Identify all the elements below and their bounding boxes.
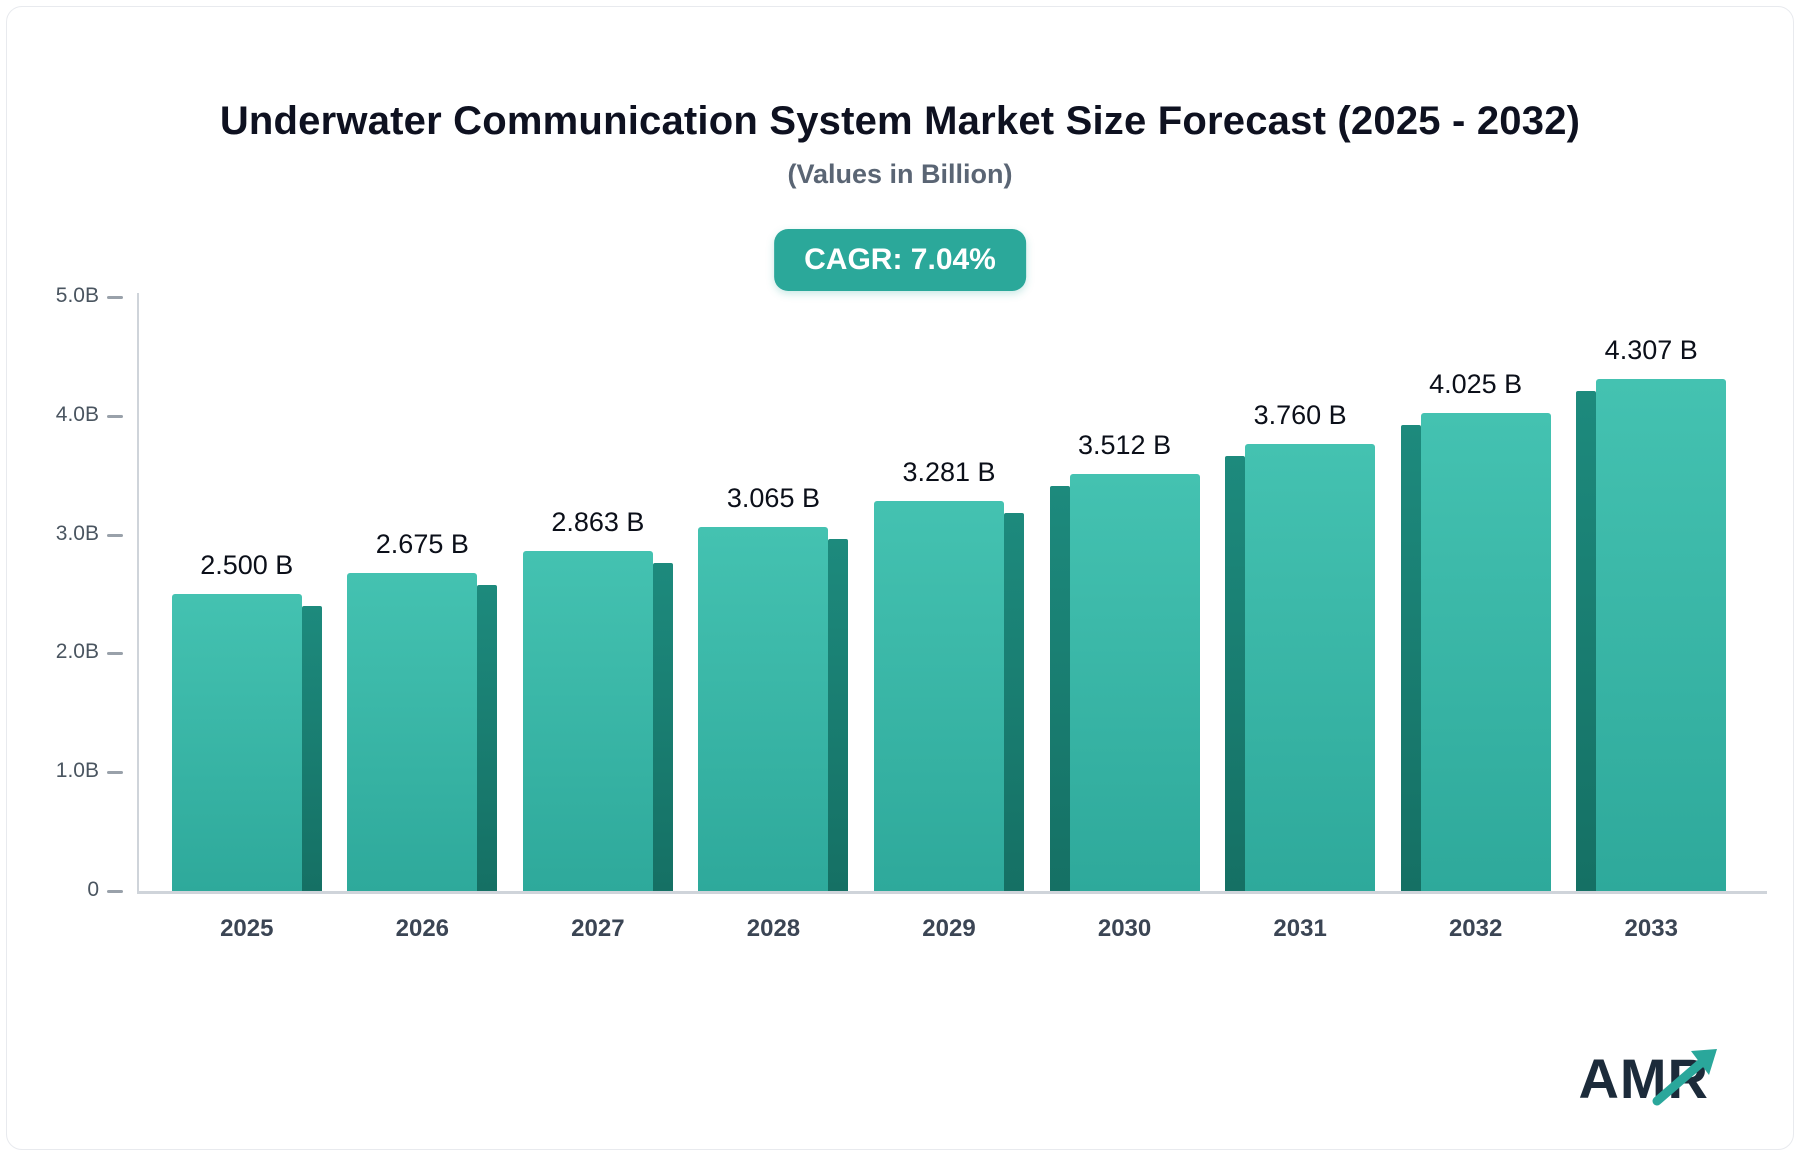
bar-value-label: 4.307 B <box>1604 335 1698 366</box>
y-axis-label: 1.0B <box>55 759 99 783</box>
y-axis-tick <box>107 296 123 299</box>
bar-2028 <box>698 526 829 891</box>
bar-side-face <box>1400 424 1421 891</box>
bar-2033 <box>1596 379 1727 891</box>
bar-2027 <box>522 550 653 891</box>
x-axis-label: 2032 <box>1448 915 1503 942</box>
bar-value-label: 2.500 B <box>200 550 294 580</box>
x-axis-label: 2025 <box>220 915 274 942</box>
amr-logo: AMR <box>1578 1049 1717 1107</box>
bar-side-face <box>1225 456 1246 891</box>
x-axis-label: 2029 <box>922 915 976 942</box>
bar-chart: 0 1.0B 2.0B 3.0B 4.0B 5.0B 2.500 B 2.675 B 2.86… <box>7 7 1793 1149</box>
bar-2031 <box>1245 444 1376 891</box>
bar-2030 <box>1069 473 1200 891</box>
y-axis-tick <box>107 771 123 775</box>
bar-value-label: 2.675 B <box>375 529 469 560</box>
y-axis-line <box>137 293 139 891</box>
chart-card: Underwater Communication System Market S… <box>6 6 1794 1150</box>
bar-value-label: 3.065 B <box>726 482 820 513</box>
bar-value-label: 3.512 B <box>1078 429 1172 460</box>
bar-side-face <box>301 606 322 891</box>
bar-2032 <box>1420 412 1551 891</box>
bar-value-label: 4.025 B <box>1429 368 1523 399</box>
logo-arrow-icon <box>1652 1049 1717 1106</box>
y-axis-label: 3.0B <box>55 521 99 545</box>
bar-value-label: 3.281 B <box>902 457 996 488</box>
y-axis-tick <box>107 890 123 893</box>
y-axis-label: 5.0B <box>55 284 99 307</box>
y-axis-tick <box>107 414 123 418</box>
x-axis-label: 2030 <box>1097 915 1152 942</box>
y-axis-label: 0 <box>87 878 99 901</box>
x-axis-label: 2028 <box>746 915 801 942</box>
bar-side-face <box>1576 391 1597 891</box>
bar-side-face <box>828 538 849 891</box>
y-axis-tick <box>107 533 123 537</box>
chart-title: Underwater Communication System Market S… <box>219 99 1581 143</box>
bar-value-label: 3.760 B <box>1253 400 1347 431</box>
bar-2026 <box>347 573 478 891</box>
y-axis-label: 4.0B <box>55 402 99 426</box>
x-axis-label: 2027 <box>571 915 625 942</box>
bar-side-face <box>477 585 498 891</box>
bar-2029 <box>874 501 1004 891</box>
x-axis-label: 2026 <box>395 915 450 942</box>
bar-value-label: 2.863 B <box>551 506 645 537</box>
y-axis-label: 2.0B <box>55 640 99 664</box>
x-axis-label: 2033 <box>1624 915 1678 942</box>
x-axis-line <box>137 891 1767 894</box>
bar-side-face <box>1049 485 1070 891</box>
y-axis-tick <box>107 652 123 656</box>
bar-side-face <box>652 562 673 891</box>
cagr-badge: CAGR: 7.04% <box>774 229 1026 291</box>
bar-side-face <box>1004 513 1024 891</box>
chart-subtitle: (Values in Billion) <box>787 159 1013 189</box>
x-axis-label: 2031 <box>1273 915 1327 942</box>
bar-2025 <box>171 594 302 891</box>
